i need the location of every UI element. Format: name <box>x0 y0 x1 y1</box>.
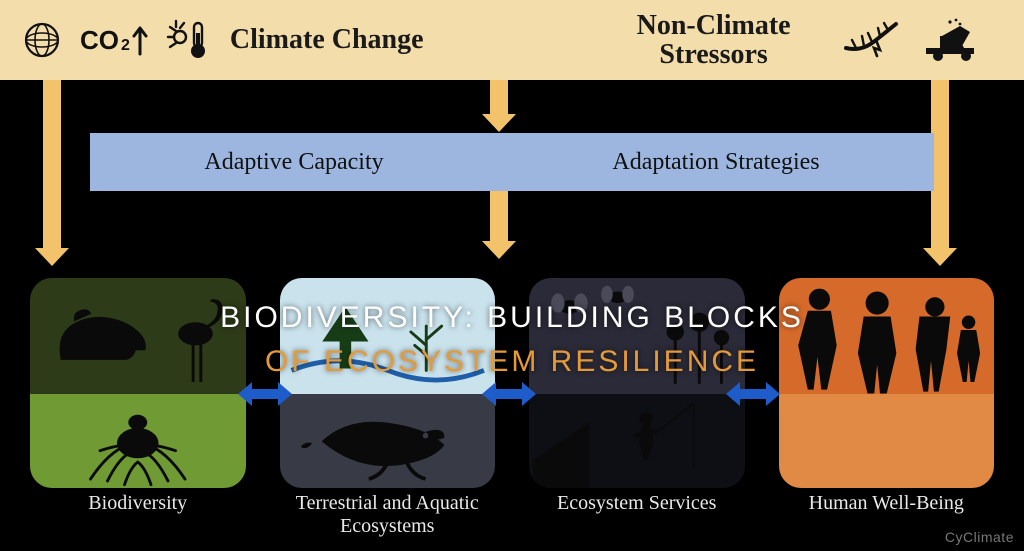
tile-labels: Biodiversity Terrestrial and Aquatic Eco… <box>30 492 994 542</box>
label-biodiversity: Biodiversity <box>30 492 246 542</box>
mid-bar: Adaptive Capacity Adaptation Strategies <box>90 133 934 191</box>
label-services: Ecosystem Services <box>529 492 745 542</box>
co2-up-icon: CO2 <box>80 24 148 56</box>
tile-biodiversity <box>30 278 246 488</box>
label-ecosystems: Terrestrial and Aquatic Ecosystems <box>280 492 496 542</box>
arrow-top-left <box>35 80 69 266</box>
arrow-top-center <box>482 80 516 132</box>
top-band: CO2 Climate Change Non-Cl <box>0 0 1024 80</box>
adaptation-strategies-label: Adaptation Strategies <box>612 149 819 176</box>
adaptive-capacity-label: Adaptive Capacity <box>204 149 383 176</box>
tile-wellbeing <box>779 278 995 488</box>
tile-ecosystems <box>280 278 496 488</box>
h-arrow-2 <box>482 380 536 408</box>
tile-services <box>529 278 745 488</box>
top-right-panel: Non-Climate Stressors <box>563 0 1024 80</box>
watermark: CyClimate <box>945 529 1014 545</box>
globe-icon <box>22 20 62 60</box>
climate-change-title: Climate Change <box>230 24 424 56</box>
diagram-stage: CO2 Climate Change Non-Cl <box>0 0 1024 551</box>
arrow-mid-center <box>482 191 516 259</box>
top-left-panel: CO2 Climate Change <box>0 0 563 80</box>
h-arrow-3 <box>726 380 780 408</box>
broken-branch-icon <box>842 18 902 62</box>
dump-truck-icon <box>920 18 984 62</box>
h-arrow-1 <box>238 380 292 408</box>
sun-thermo-icon <box>166 17 212 63</box>
non-climate-title: Non-Climate Stressors <box>604 11 824 70</box>
